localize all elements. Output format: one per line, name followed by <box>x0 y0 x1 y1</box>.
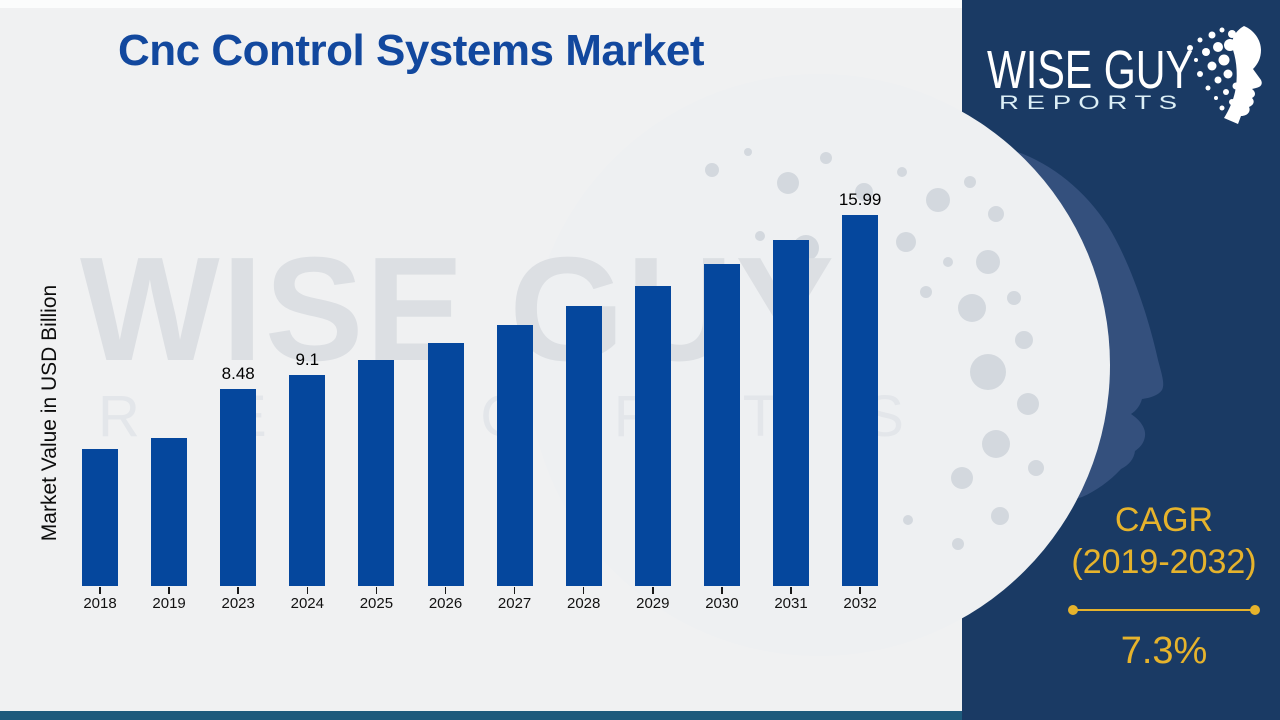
page-title: Cnc Control Systems Market <box>118 26 705 75</box>
x-tick-2032 <box>859 587 861 594</box>
value-label-2023: 8.48 <box>221 364 255 383</box>
x-tick-2025 <box>375 587 378 594</box>
x-tick-2024 <box>306 587 309 594</box>
x-tick-2023 <box>237 587 239 594</box>
x-label-2018: 2018 <box>83 595 117 612</box>
bar-2029 <box>634 286 671 586</box>
bar-2024 <box>289 375 326 586</box>
cagr-heading: CAGR <box>1114 501 1214 539</box>
value-label-2032: 15.99 <box>838 190 882 209</box>
cagr-value: 7.3% <box>1120 630 1208 672</box>
cagr-divider <box>1068 604 1260 616</box>
bar-2023 <box>220 389 257 586</box>
x-label-2028: 2028 <box>567 595 601 612</box>
cagr-divider-dot-right <box>1250 605 1260 615</box>
cagr-divider-line <box>1074 608 1254 611</box>
x-label-2032: 2032 <box>843 595 877 612</box>
bar-2030 <box>703 264 740 586</box>
x-label-2023: 2023 <box>221 595 255 612</box>
x-tick-2030 <box>721 587 723 594</box>
bar-2031 <box>773 240 809 586</box>
cagr-range: (2019-2032) <box>1071 543 1257 581</box>
x-label-2029: 2029 <box>636 595 670 612</box>
cagr-block: CAGR (2019-2032) 7.3% <box>1048 500 1280 673</box>
bar-2019 <box>151 438 188 586</box>
bar-2018 <box>82 449 118 586</box>
x-label-2027: 2027 <box>497 595 532 612</box>
x-label-2024: 2024 <box>290 595 324 612</box>
bar-2025 <box>358 360 395 586</box>
x-label-2031: 2031 <box>774 595 808 612</box>
x-tick-2029 <box>652 587 654 594</box>
bar-2028 <box>565 306 602 586</box>
x-tick-2027 <box>513 587 516 594</box>
bar-2032 <box>842 215 879 586</box>
x-label-2030: 2030 <box>705 595 739 612</box>
top-strip <box>0 0 962 8</box>
cagr-divider-dot-left <box>1068 605 1078 615</box>
x-tick-2026 <box>444 587 447 594</box>
bar-2027 <box>496 325 533 586</box>
value-label-2024: 9.1 <box>295 350 320 369</box>
x-label-2019: 2019 <box>152 595 186 612</box>
x-tick-2019 <box>168 587 170 594</box>
bottom-strip <box>0 711 962 720</box>
bar-2026 <box>427 343 464 586</box>
y-axis-label: Market Value in USD Billion <box>38 284 61 542</box>
x-tick-2018 <box>99 587 101 594</box>
x-tick-2031 <box>790 587 792 594</box>
x-tick-2028 <box>582 587 585 594</box>
x-label-2026: 2026 <box>428 595 463 612</box>
x-label-2025: 2025 <box>359 595 394 612</box>
